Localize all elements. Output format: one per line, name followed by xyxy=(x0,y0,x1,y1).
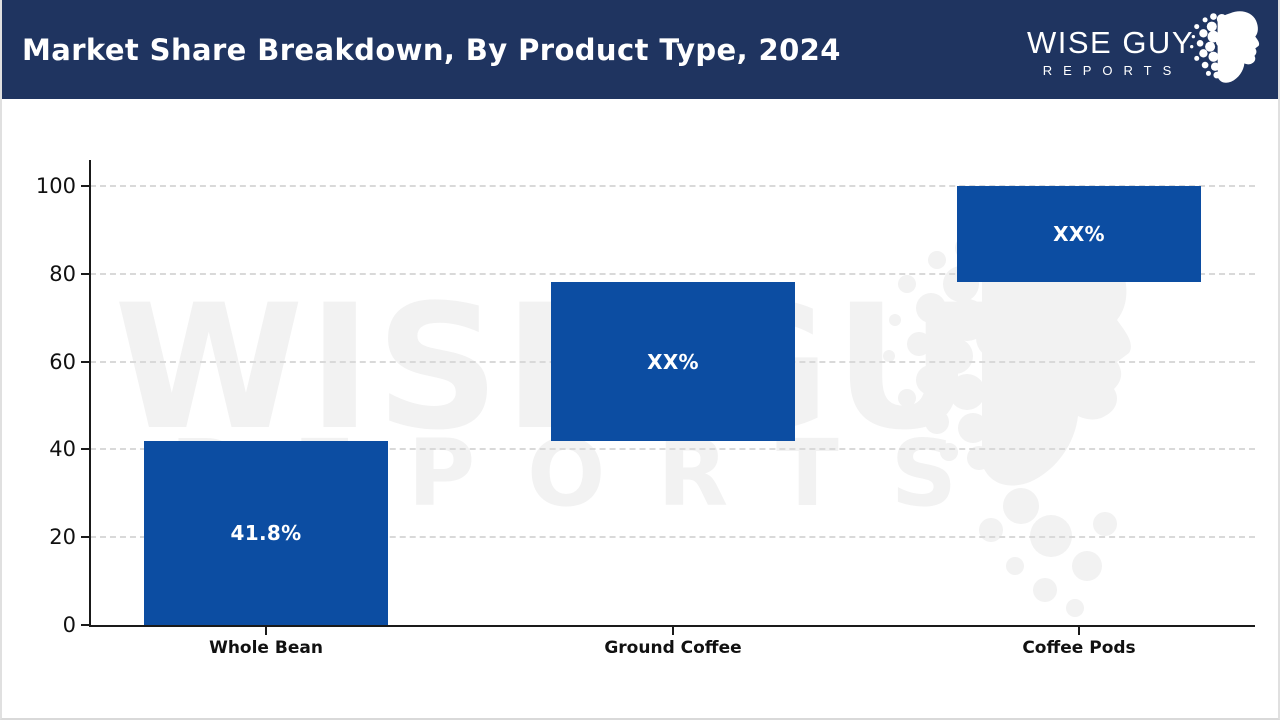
bar-ground-coffee: XX% xyxy=(551,281,795,442)
bar-value-label-whole-bean: 41.8% xyxy=(230,521,302,546)
bar-whole-bean: 41.8% xyxy=(144,441,388,625)
y-axis-spine xyxy=(89,160,91,627)
y-tick-20 xyxy=(81,536,89,539)
y-tick-label-60: 60 xyxy=(49,349,76,374)
y-tick-label-80: 80 xyxy=(49,261,76,286)
x-tick-ground-coffee xyxy=(672,627,674,635)
y-tick-label-20: 20 xyxy=(49,525,76,550)
y-tick-label-100: 100 xyxy=(35,174,76,198)
y-tick-label-0: 0 xyxy=(62,613,76,637)
category-label-coffee-pods: Coffee Pods xyxy=(1022,638,1136,658)
x-tick-coffee-pods xyxy=(1078,627,1080,635)
x-tick-whole-bean xyxy=(265,627,267,635)
logo-secondary-label: REPORTS xyxy=(1042,62,1183,78)
wiseguy-logo-text: WISE GUY REPORTS xyxy=(1027,27,1194,77)
bar-value-label-coffee-pods: XX% xyxy=(1053,221,1105,246)
category-label-ground-coffee: Ground Coffee xyxy=(604,638,742,658)
bar-coffee-pods: XX% xyxy=(957,186,1201,282)
y-tick-0 xyxy=(81,624,89,626)
page-title: Market Share Breakdown, By Product Type,… xyxy=(22,32,841,67)
y-tick-60 xyxy=(81,360,89,363)
wiseguy-face-icon xyxy=(1190,10,1260,83)
gridline-80 xyxy=(90,272,1255,275)
gridline-20 xyxy=(90,536,1255,539)
category-label-whole-bean: Whole Bean xyxy=(209,638,323,658)
y-tick-100 xyxy=(81,185,89,187)
logo-primary-label: WISE GUY xyxy=(1026,24,1194,60)
y-tick-40 xyxy=(81,448,89,451)
gridline-40 xyxy=(90,448,1255,451)
y-tick-80 xyxy=(81,272,89,275)
wiseguy-logo: WISE GUY REPORTS xyxy=(1027,8,1272,92)
bar-value-label-ground-coffee: XX% xyxy=(647,349,699,374)
header-bar: Market Share Breakdown, By Product Type,… xyxy=(2,0,1278,99)
x-axis-spine xyxy=(89,625,1255,627)
gridline-100 xyxy=(90,185,1255,187)
y-tick-label-40: 40 xyxy=(49,437,76,462)
